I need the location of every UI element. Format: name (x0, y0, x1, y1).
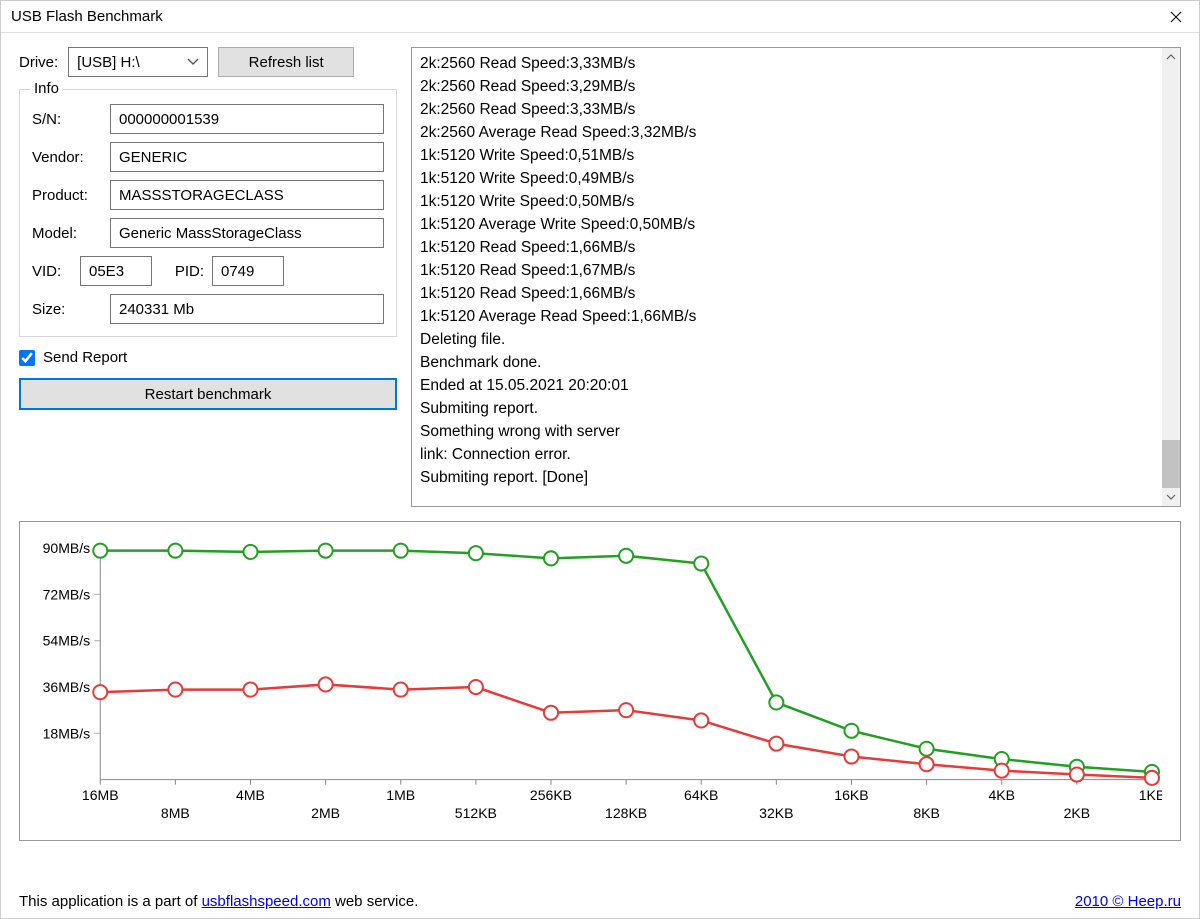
chevron-up-icon (1166, 54, 1176, 60)
window-title: USB Flash Benchmark (11, 8, 163, 25)
footer-credit-link[interactable]: 2010 © Heep.ru (1075, 893, 1181, 910)
scroll-down-button[interactable] (1162, 488, 1180, 506)
svg-text:18MB/s: 18MB/s (43, 725, 91, 741)
drive-select[interactable]: [USB] H:\ (68, 47, 208, 77)
product-label: Product: (32, 187, 102, 204)
drive-selected-value: [USB] H:\ (77, 54, 140, 71)
svg-text:90MB/s: 90MB/s (43, 540, 91, 556)
svg-text:1KB: 1KB (1139, 787, 1162, 803)
pid-label: PID: (160, 263, 204, 280)
drive-label: Drive: (19, 54, 58, 71)
vendor-field[interactable]: GENERIC (110, 142, 384, 172)
svg-text:4MB: 4MB (236, 787, 265, 803)
vid-field[interactable]: 05E3 (80, 256, 152, 286)
svg-text:2KB: 2KB (1064, 805, 1091, 821)
svg-text:256KB: 256KB (530, 787, 572, 803)
close-button[interactable] (1153, 1, 1199, 33)
svg-text:54MB/s: 54MB/s (43, 633, 91, 649)
scroll-up-button[interactable] (1162, 48, 1180, 66)
svg-text:1MB: 1MB (386, 787, 415, 803)
svg-text:72MB/s: 72MB/s (43, 586, 91, 602)
svg-text:16KB: 16KB (834, 787, 868, 803)
svg-text:64KB: 64KB (684, 787, 718, 803)
speed-chart: 18MB/s 36MB/s 54MB/s 72MB/s 90MB/s 16MB 8MB 4MB… (28, 538, 1162, 830)
pid-field[interactable]: 0749 (212, 256, 284, 286)
chevron-down-icon (187, 58, 199, 66)
send-report-checkbox-row[interactable]: Send Report (19, 349, 397, 366)
vid-label: VID: (32, 263, 72, 280)
footer-text: This application is a part of usbflashsp… (19, 893, 418, 910)
scroll-thumb[interactable] (1162, 440, 1180, 488)
scrollbar[interactable] (1162, 48, 1180, 506)
footer-link[interactable]: usbflashspeed.com (202, 893, 331, 910)
svg-text:128KB: 128KB (605, 805, 647, 821)
product-field[interactable]: MASSSTORAGECLASS (110, 180, 384, 210)
svg-text:36MB/s: 36MB/s (43, 679, 91, 695)
send-report-label: Send Report (43, 349, 127, 366)
svg-text:8KB: 8KB (913, 805, 940, 821)
close-icon (1170, 11, 1182, 23)
log-panel: 2k:2560 Read Speed:3,33MB/s 2k:2560 Read… (411, 47, 1181, 507)
model-field[interactable]: Generic MassStorageClass (110, 218, 384, 248)
size-label: Size: (32, 301, 102, 318)
size-field[interactable]: 240331 Mb (110, 294, 384, 324)
send-report-checkbox[interactable] (19, 350, 35, 366)
chart-panel: 18MB/s 36MB/s 54MB/s 72MB/s 90MB/s 16MB 8MB 4MB… (19, 521, 1181, 841)
svg-text:32KB: 32KB (759, 805, 793, 821)
svg-text:8MB: 8MB (161, 805, 190, 821)
refresh-list-button[interactable]: Refresh list (218, 47, 354, 77)
chevron-down-icon (1166, 494, 1176, 500)
sn-label: S/N: (32, 111, 102, 128)
restart-benchmark-button[interactable]: Restart benchmark (19, 378, 397, 410)
info-group: Info S/N: 000000001539 Vendor: GENERIC P… (19, 89, 397, 337)
vendor-label: Vendor: (32, 149, 102, 166)
svg-text:16MB: 16MB (82, 787, 119, 803)
svg-text:512KB: 512KB (455, 805, 497, 821)
svg-text:4KB: 4KB (988, 787, 1015, 803)
log-content: 2k:2560 Read Speed:3,33MB/s 2k:2560 Read… (412, 48, 1180, 493)
model-label: Model: (32, 225, 102, 242)
svg-text:2MB: 2MB (311, 805, 340, 821)
info-legend: Info (30, 80, 63, 97)
sn-field[interactable]: 000000001539 (110, 104, 384, 134)
